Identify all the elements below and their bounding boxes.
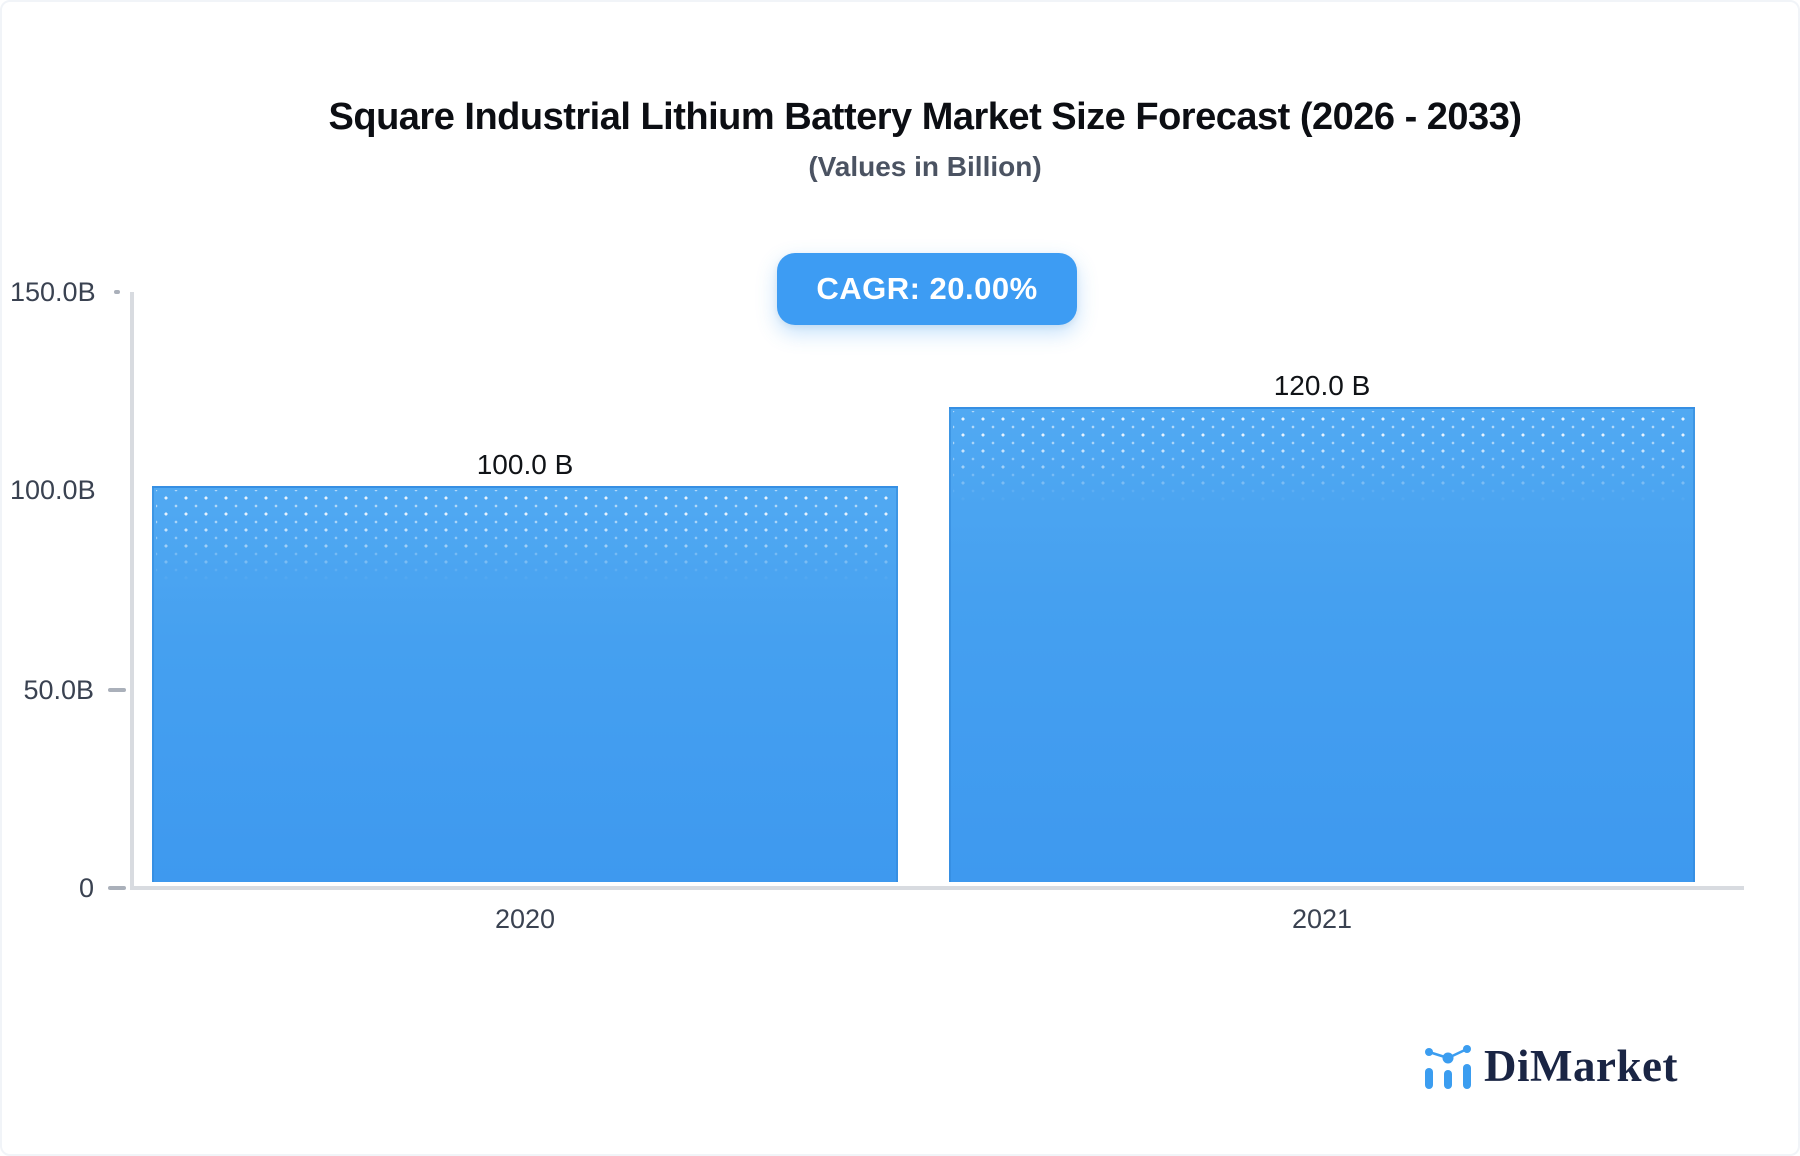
- chart-subtitle: (Values in Billion): [808, 151, 1042, 182]
- bar-value-label-2021: 120.0 B: [1273, 370, 1371, 401]
- chart-bar-2021: [949, 407, 1695, 882]
- y-tick-mark-50: [108, 688, 126, 692]
- logo-text: DiMarket: [1484, 1041, 1678, 1091]
- bar-chart-trend-icon: [1425, 1045, 1471, 1089]
- y-tick-label-100: 100.0B: [10, 475, 96, 505]
- x-tick-label-2020: 2020: [494, 904, 556, 934]
- y-tick-mark-0: [108, 886, 126, 890]
- y-tick-label-50: 50.0B: [23, 675, 94, 705]
- dimarket-logo: DiMarket: [1422, 1040, 1678, 1092]
- chart-title: Square Industrial Lithium Battery Market…: [328, 96, 1522, 138]
- y-axis-line: [130, 292, 134, 890]
- x-axis-line: [130, 886, 1744, 890]
- cagr-badge: CAGR: 20.00%: [777, 253, 1077, 325]
- chart-bar-2020: [152, 486, 898, 882]
- y-tick-label-150: 150.0B: [10, 277, 96, 307]
- y-tick-label-0: 0: [78, 873, 94, 903]
- y-tick-mark-150: [114, 290, 120, 294]
- bar-value-label-2020: 100.0 B: [476, 449, 574, 480]
- x-tick-label-2021: 2021: [1291, 904, 1353, 934]
